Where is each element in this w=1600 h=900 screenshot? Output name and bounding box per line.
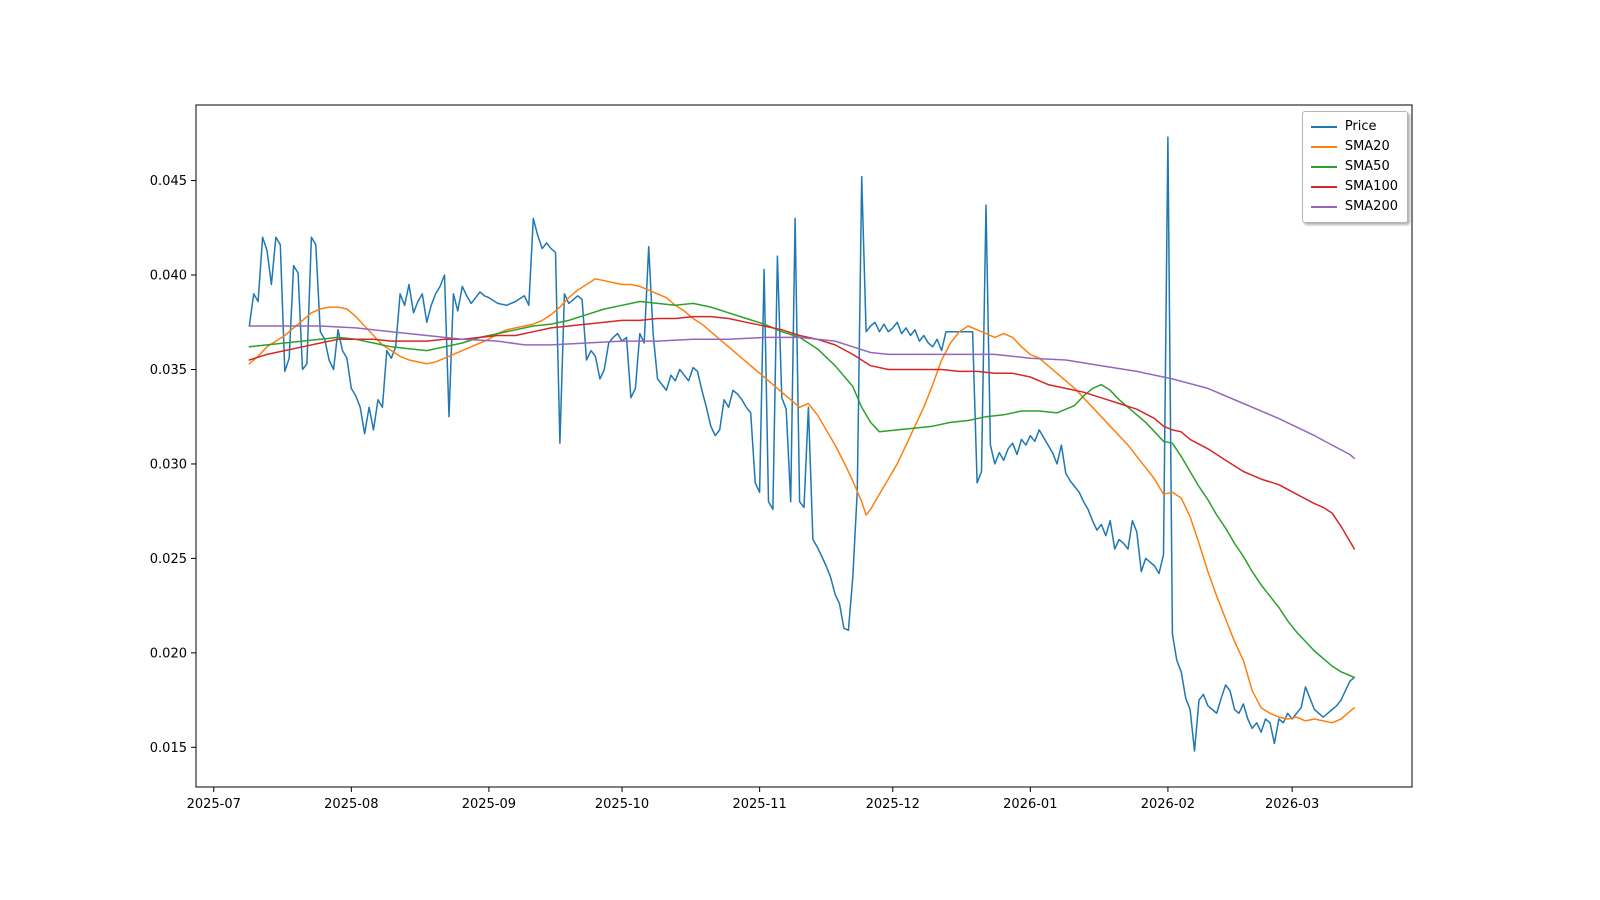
- y-tick-label: 0.030: [150, 457, 187, 472]
- y-tick-label: 0.040: [150, 269, 187, 284]
- x-tick-label: 2025-11: [732, 797, 786, 812]
- series-line-sma200: [248, 325, 1356, 460]
- x-tick-label: 2026-03: [1265, 797, 1319, 812]
- x-tick-label: 2025-10: [595, 797, 649, 812]
- y-tick-label: 0.025: [150, 552, 187, 567]
- legend-line-swatch-price: [1310, 126, 1337, 128]
- axes-frame: [195, 104, 1413, 788]
- legend-label: SMA200: [1344, 199, 1398, 214]
- y-tick-label: 0.045: [150, 174, 187, 189]
- x-tick-label: 2025-12: [866, 797, 920, 812]
- legend-item-price: Price: [1310, 117, 1398, 137]
- y-tick-label: 0.020: [150, 646, 187, 661]
- series-line-price: [248, 136, 1356, 752]
- legend-label: SMA20: [1344, 139, 1390, 154]
- legend-line-swatch-sma20: [1310, 146, 1337, 148]
- legend: Price SMA20 SMA50 SMA100 SMA200: [1301, 111, 1408, 223]
- legend-item-sma200: SMA200: [1310, 197, 1398, 217]
- series-line-sma20: [248, 278, 1356, 724]
- x-tick-label: 2025-09: [462, 797, 516, 812]
- legend-line-swatch-sma50: [1310, 166, 1337, 168]
- x-tick-label: 2026-02: [1141, 797, 1195, 812]
- x-tick-label: 2026-01: [1003, 797, 1057, 812]
- legend-line-swatch-sma100: [1310, 186, 1337, 188]
- y-tick-label: 0.035: [150, 363, 187, 378]
- legend-label: SMA100: [1344, 179, 1398, 194]
- series-line-sma100: [248, 315, 1356, 550]
- legend-line-swatch-sma200: [1310, 206, 1337, 208]
- series-line-sma50: [248, 300, 1356, 679]
- x-tick-label: 2025-08: [324, 797, 378, 812]
- legend-label: Price: [1344, 119, 1377, 134]
- x-tick-label: 2025-07: [187, 797, 241, 812]
- legend-item-sma20: SMA20: [1310, 137, 1398, 157]
- y-tick-label: 0.015: [150, 741, 187, 756]
- legend-item-sma50: SMA50: [1310, 157, 1398, 177]
- legend-label: SMA50: [1344, 159, 1390, 174]
- legend-item-sma100: SMA100: [1310, 177, 1398, 197]
